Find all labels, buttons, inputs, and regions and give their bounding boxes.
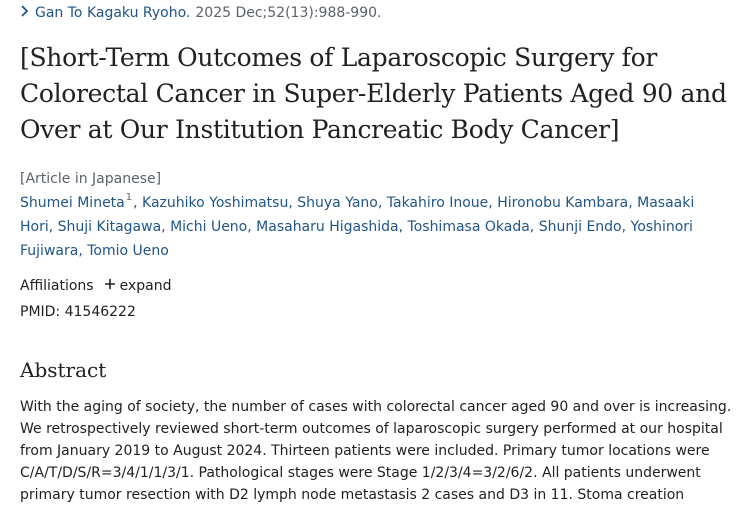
author-separator: , [621,219,631,235]
journal-citation: Gan To Kagaku Ryoho. 2025 Dec;52(13):988-… [20,3,381,23]
author-link[interactable]: Masaaki Hori [20,195,695,235]
affiliations-label: Affiliations [20,278,94,294]
abstract-line: primary tumor resection with D2 lymph no… [20,487,685,503]
author-link[interactable]: Hironobu Kambara [497,195,629,211]
language-note: [Article in Japanese] [20,171,162,187]
author-link[interactable]: Masaharu Higashida [256,219,399,235]
author-link[interactable]: Michi Ueno [170,219,248,235]
affiliations-row: Affiliations expand [20,276,171,296]
author-separator: , [78,243,88,259]
plus-icon [104,276,116,296]
abstract-heading: Abstract [20,358,107,382]
author-separator: , [377,195,387,211]
author-separator: , [133,195,143,211]
author-link[interactable]: Shuji Kitagawa [57,219,162,235]
affiliation-superscript[interactable]: 1 [125,192,133,203]
author-separator: , [161,219,171,235]
author-link[interactable]: Shunji Endo [538,219,622,235]
author-link[interactable]: Toshimasa Okada [407,219,530,235]
abstract-line: We retrospectively reviewed short-term o… [20,421,723,437]
author-link[interactable]: Takahiro Inoue [386,195,489,211]
authors-list: Shumei Mineta1, Kazuhiko Yoshimatsu, Shu… [20,191,720,263]
author-separator: , [247,219,257,235]
pmid: PMID: 41546222 [20,304,136,320]
author-link[interactable]: Shumei Mineta [20,195,125,211]
abstract-line: With the aging of society, the number of… [20,399,732,415]
journal-name-link[interactable]: Gan To Kagaku Ryoho. [35,5,191,21]
author-separator: , [398,219,408,235]
expand-affiliations-button[interactable]: expand [104,276,172,296]
abstract-line: C/A/T/D/S/R=3/4/1/1/3/1. Pathological st… [20,465,701,481]
abstract-line: from January 2019 to August 2024. Thirte… [20,443,710,459]
abstract-text: With the aging of society, the number of… [20,396,732,506]
author-link[interactable]: Yoshinori Fujiwara [20,219,693,259]
author-separator: , [288,195,298,211]
author-separator: , [488,195,498,211]
journal-citation-text: 2025 Dec;52(13):988-990. [195,5,382,21]
chevron-right-icon[interactable] [20,3,29,23]
article-title: [Short-Term Outcomes of Laparoscopic Sur… [20,43,727,144]
author-link[interactable]: Kazuhiko Yoshimatsu [142,195,289,211]
expand-label: expand [119,278,172,294]
author-separator: , [48,219,58,235]
author-separator: , [628,195,638,211]
author-link[interactable]: Tomio Ueno [87,243,169,259]
author-separator: , [529,219,539,235]
author-link[interactable]: Shuya Yano [297,195,378,211]
